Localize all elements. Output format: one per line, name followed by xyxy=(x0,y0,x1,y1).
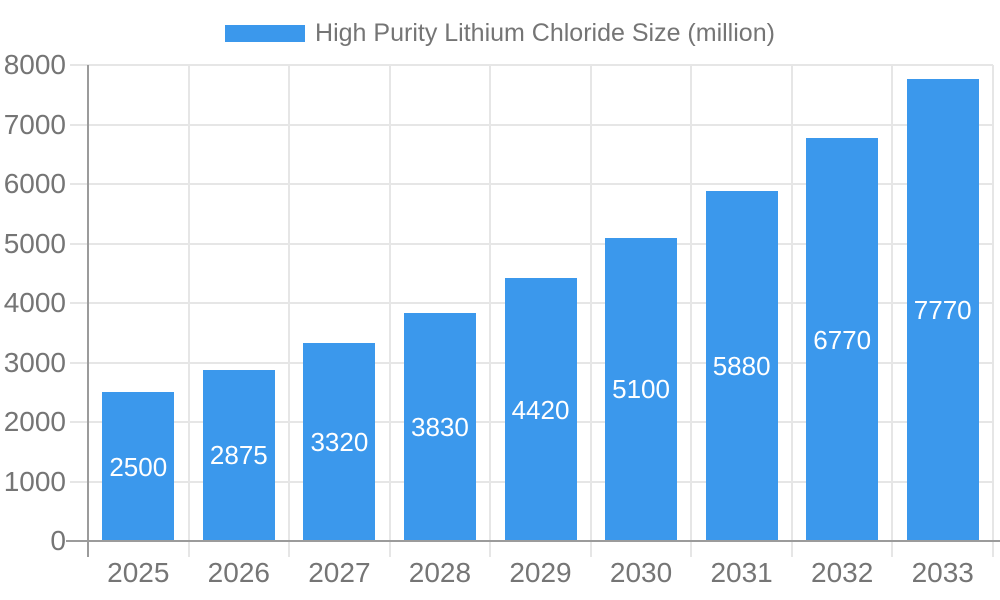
x-axis-label-2028: 2028 xyxy=(408,557,472,588)
x-axis-label-2025: 2025 xyxy=(107,557,170,588)
bar-value-label-2030: 5100 xyxy=(612,374,670,405)
gridline-vertical xyxy=(690,65,693,557)
bar-2027[interactable] xyxy=(303,343,376,541)
bar-value-label-2029: 4420 xyxy=(511,394,570,425)
bar-value-label-2033: 7770 xyxy=(913,294,972,325)
x-axis-label-2026: 2026 xyxy=(207,557,270,588)
bar-2025[interactable] xyxy=(102,392,175,541)
gridline-vertical xyxy=(790,65,793,557)
y-axis-label-7000: 7000 xyxy=(3,108,66,140)
bar-value-label-2028: 3830 xyxy=(411,412,469,443)
bar-2029[interactable] xyxy=(504,278,577,541)
bar-2033[interactable] xyxy=(906,78,979,541)
gridline-vertical xyxy=(891,65,894,557)
bar-value-label-2031: 5880 xyxy=(712,351,771,382)
bar-2026[interactable] xyxy=(202,369,275,541)
y-axis-line xyxy=(87,65,89,557)
y-axis-label-6000: 6000 xyxy=(3,168,66,199)
y-axis-label-4000: 4000 xyxy=(3,287,66,318)
legend-swatch xyxy=(225,24,306,42)
bar-value-label-2025: 2500 xyxy=(109,451,168,482)
bar-2028[interactable] xyxy=(403,313,476,541)
gridline-horizontal xyxy=(70,242,993,245)
gridline-horizontal xyxy=(70,64,993,66)
x-axis-label-2033: 2033 xyxy=(911,557,974,588)
x-axis-label-2032: 2032 xyxy=(811,557,874,588)
legend-item[interactable]: High Purity Lithium Chloride Size (milli… xyxy=(0,17,1000,49)
bar-2031[interactable] xyxy=(705,191,778,541)
gridline-vertical xyxy=(187,65,190,557)
bar-value-label-2032: 6770 xyxy=(813,324,872,355)
bar-value-label-2027: 3320 xyxy=(310,427,369,458)
gridline-horizontal xyxy=(70,183,993,185)
x-axis-label-2029: 2029 xyxy=(509,557,572,588)
y-axis-label-0: 0 xyxy=(50,525,66,556)
bar-value-label-2026: 2875 xyxy=(209,440,268,471)
gridline-vertical xyxy=(288,65,291,557)
legend-label: High Purity Lithium Chloride Size (milli… xyxy=(315,19,775,47)
y-axis-label-8000: 8000 xyxy=(3,49,66,80)
bar-2030[interactable] xyxy=(605,237,678,541)
gridline-vertical xyxy=(489,65,492,557)
bar-2032[interactable] xyxy=(806,138,879,541)
y-axis-label-2000: 2000 xyxy=(3,406,66,437)
x-axis-label-2031: 2031 xyxy=(710,557,773,588)
y-axis-label-1000: 1000 xyxy=(3,465,66,497)
x-axis-label-2030: 2030 xyxy=(609,557,673,588)
x-axis-line xyxy=(66,540,1000,542)
gridline-vertical xyxy=(992,65,994,557)
y-axis-label-5000: 5000 xyxy=(3,227,66,259)
y-axis-label-3000: 3000 xyxy=(3,346,66,378)
gridline-vertical xyxy=(589,65,592,557)
x-axis-label-2027: 2027 xyxy=(308,557,371,588)
gridline-vertical xyxy=(388,65,391,557)
gridline-horizontal xyxy=(70,123,993,126)
